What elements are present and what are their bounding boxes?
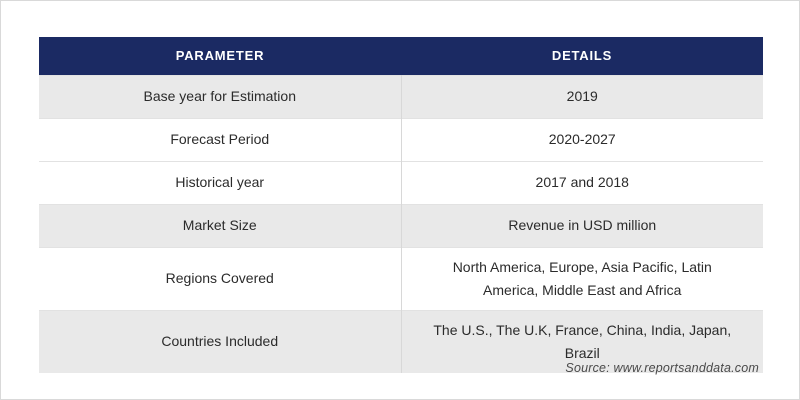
parameter-cell: Base year for Estimation <box>39 74 402 118</box>
parameter-cell: Historical year <box>39 160 402 204</box>
table-row-base-year: Base year for Estimation 2019 <box>39 74 763 118</box>
source-attribution: Source: www.reportsanddata.com <box>565 361 759 375</box>
table-row-regions-covered: Regions Covered North America, Europe, A… <box>39 246 763 311</box>
details-cell: The U.S., The U.K, France, China, India,… <box>401 309 763 373</box>
table-row-forecast-period: Forecast Period 2020-2027 <box>39 117 763 161</box>
details-cell: Revenue in USD million <box>401 203 763 247</box>
table-row-countries-included: Countries Included The U.S., The U.K, Fr… <box>39 309 763 373</box>
parameter-cell: Forecast Period <box>39 117 402 161</box>
details-cell: North America, Europe, Asia Pacific, Lat… <box>401 246 763 311</box>
parameter-column-header: PARAMETER <box>175 48 265 64</box>
parameter-cell: Market Size <box>39 203 402 247</box>
report-scope-table: PARAMETER DETAILS Base year for Estimati… <box>39 37 763 373</box>
details-column-header: DETAILS <box>551 48 613 64</box>
parameter-cell: Countries Included <box>39 309 402 373</box>
table-row-historical-year: Historical year 2017 and 2018 <box>39 160 763 204</box>
details-cell: 2017 and 2018 <box>401 160 763 204</box>
table-row-market-size: Market Size Revenue in USD million <box>39 203 763 247</box>
details-cell: 2019 <box>401 74 763 118</box>
parameter-cell: Regions Covered <box>39 246 402 311</box>
details-cell: 2020-2027 <box>401 117 763 161</box>
table-header-row: PARAMETER DETAILS <box>39 37 763 75</box>
